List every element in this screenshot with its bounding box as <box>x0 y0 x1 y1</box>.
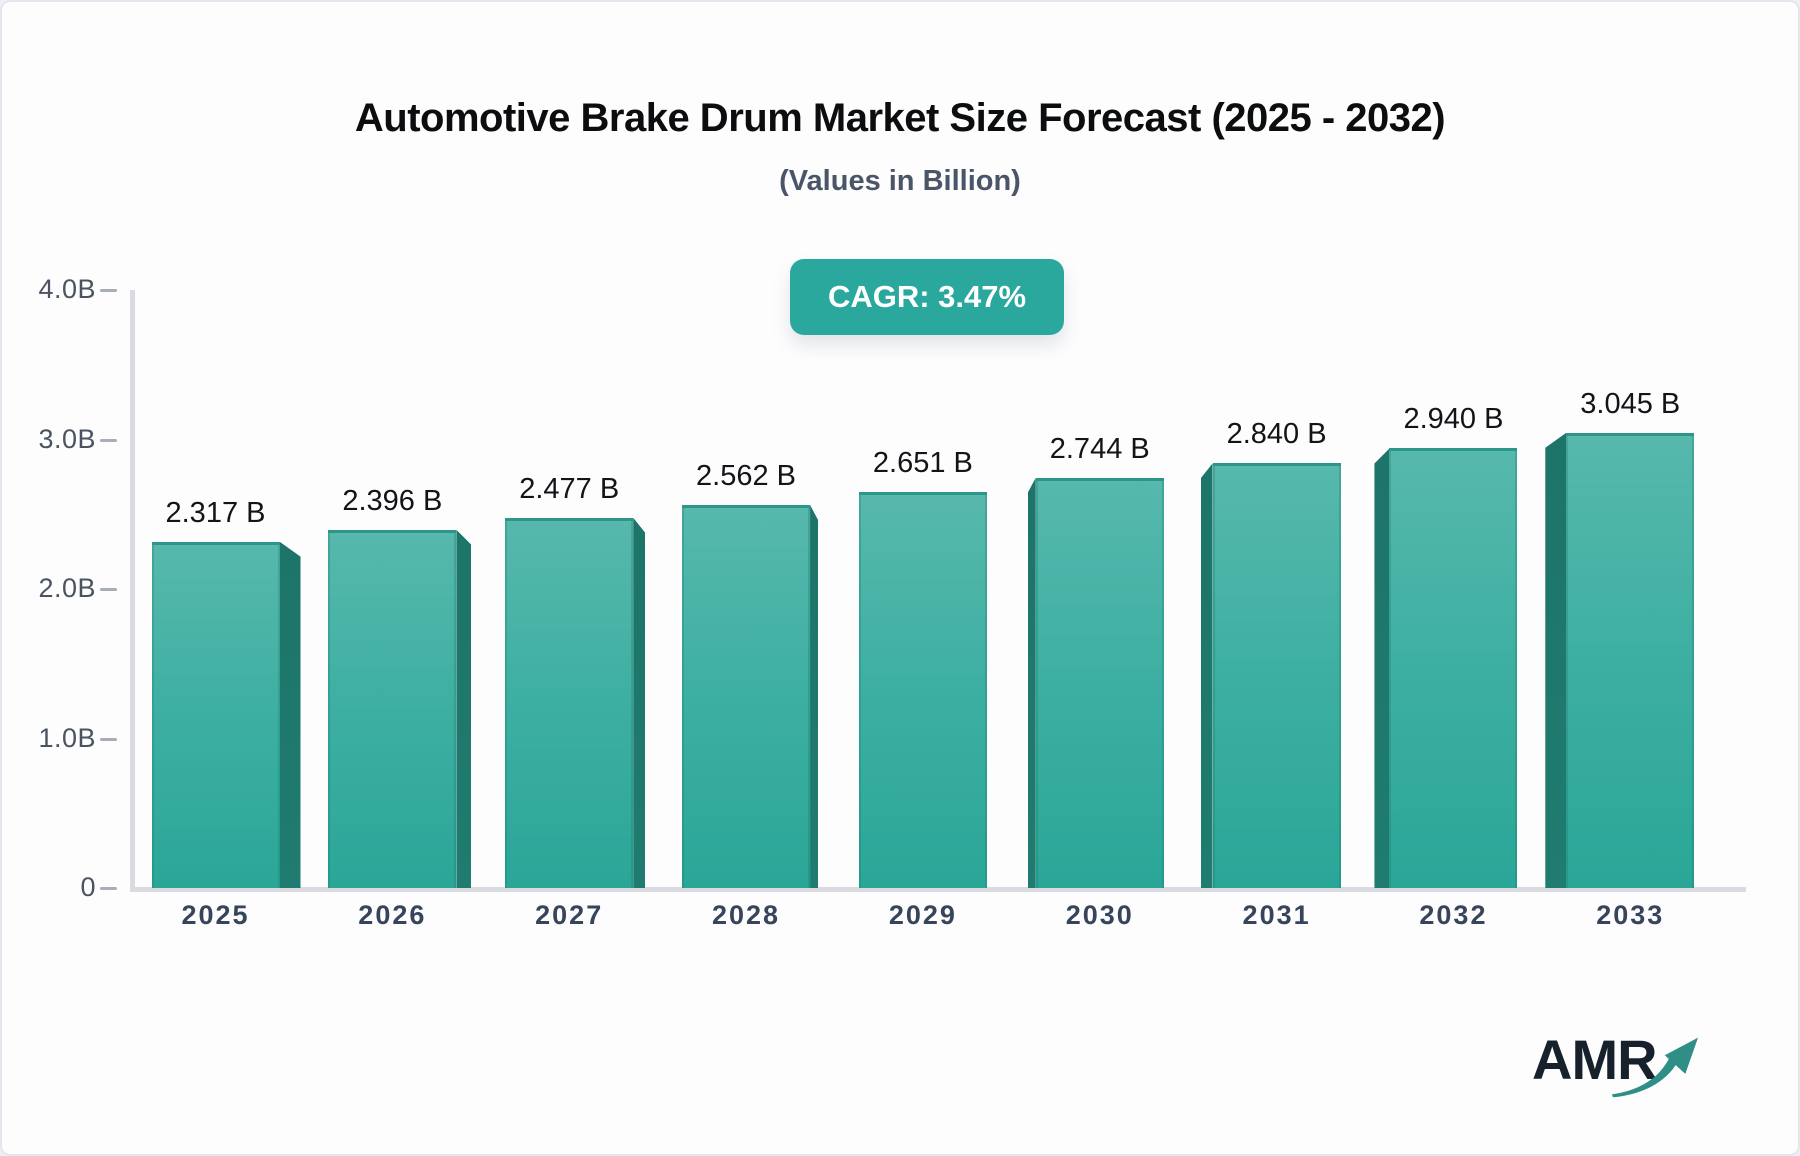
bar-value-label: 2.744 B <box>1049 432 1150 465</box>
logo-text: AMR <box>1532 1028 1658 1091</box>
bar-2033 <box>1566 432 1695 888</box>
y-tick-label: 3.0B <box>38 423 96 454</box>
y-axis-line <box>130 290 135 890</box>
bar-side-face <box>1374 448 1390 888</box>
bar-side-face <box>279 541 301 888</box>
y-tick-dash <box>100 588 117 591</box>
bar-2026 <box>328 529 457 888</box>
bar-value-label: 2.651 B <box>872 446 973 479</box>
bar-value-label: 2.477 B <box>519 472 620 505</box>
bar-side-face <box>633 517 646 888</box>
amr-logo: AMR <box>1532 1032 1712 1112</box>
x-tick-label: 2025 <box>181 900 250 930</box>
x-axis-line <box>130 887 1746 892</box>
x-tick-label: 2028 <box>712 900 781 930</box>
bar-2030 <box>1035 477 1164 888</box>
chart-subtitle: (Values in Billion) <box>779 165 1021 197</box>
y-tick-dash <box>100 289 117 292</box>
y-tick-dash <box>100 438 117 442</box>
bar-2031 <box>1212 463 1341 888</box>
y-tick-label: 2.0B <box>38 573 96 603</box>
bar-2028 <box>682 504 811 888</box>
x-tick-label: 2030 <box>1065 900 1134 930</box>
x-tick-label: 2031 <box>1242 900 1311 930</box>
x-tick-label: 2027 <box>535 900 604 930</box>
bar-side-face <box>810 504 819 888</box>
y-tick-dash <box>100 887 117 890</box>
bar-value-label: 3.045 B <box>1580 387 1681 420</box>
bar-side-face <box>1200 463 1213 888</box>
bar-value-label: 2.940 B <box>1403 403 1504 436</box>
bar-2032 <box>1389 448 1518 888</box>
bar-value-label: 2.396 B <box>342 484 443 517</box>
x-tick-label: 2026 <box>358 900 427 930</box>
bar-side-face <box>456 529 472 888</box>
y-tick-label: 4.0B <box>38 274 96 304</box>
bar-2029 <box>858 491 987 888</box>
x-tick-label: 2032 <box>1419 900 1488 930</box>
x-tick-label: 2033 <box>1596 900 1665 930</box>
y-tick-label: 0 <box>80 872 96 902</box>
x-tick-label: 2029 <box>888 900 957 930</box>
bar-2025 <box>151 541 280 888</box>
bar-side-face <box>1027 477 1036 888</box>
cagr-badge: CAGR: 3.47% <box>790 259 1064 335</box>
bar-side-face <box>1545 432 1567 888</box>
bar-value-label: 2.840 B <box>1226 418 1327 451</box>
y-tick-dash <box>100 737 117 741</box>
growth-arrow-icon <box>1611 1037 1699 1098</box>
bar-value-label: 2.562 B <box>696 459 797 492</box>
bar-value-label: 2.317 B <box>165 496 266 529</box>
bar-2027 <box>505 517 634 888</box>
y-tick-label: 1.0B <box>38 722 96 753</box>
page-title: Automotive Brake Drum Market Size Foreca… <box>354 96 1446 140</box>
